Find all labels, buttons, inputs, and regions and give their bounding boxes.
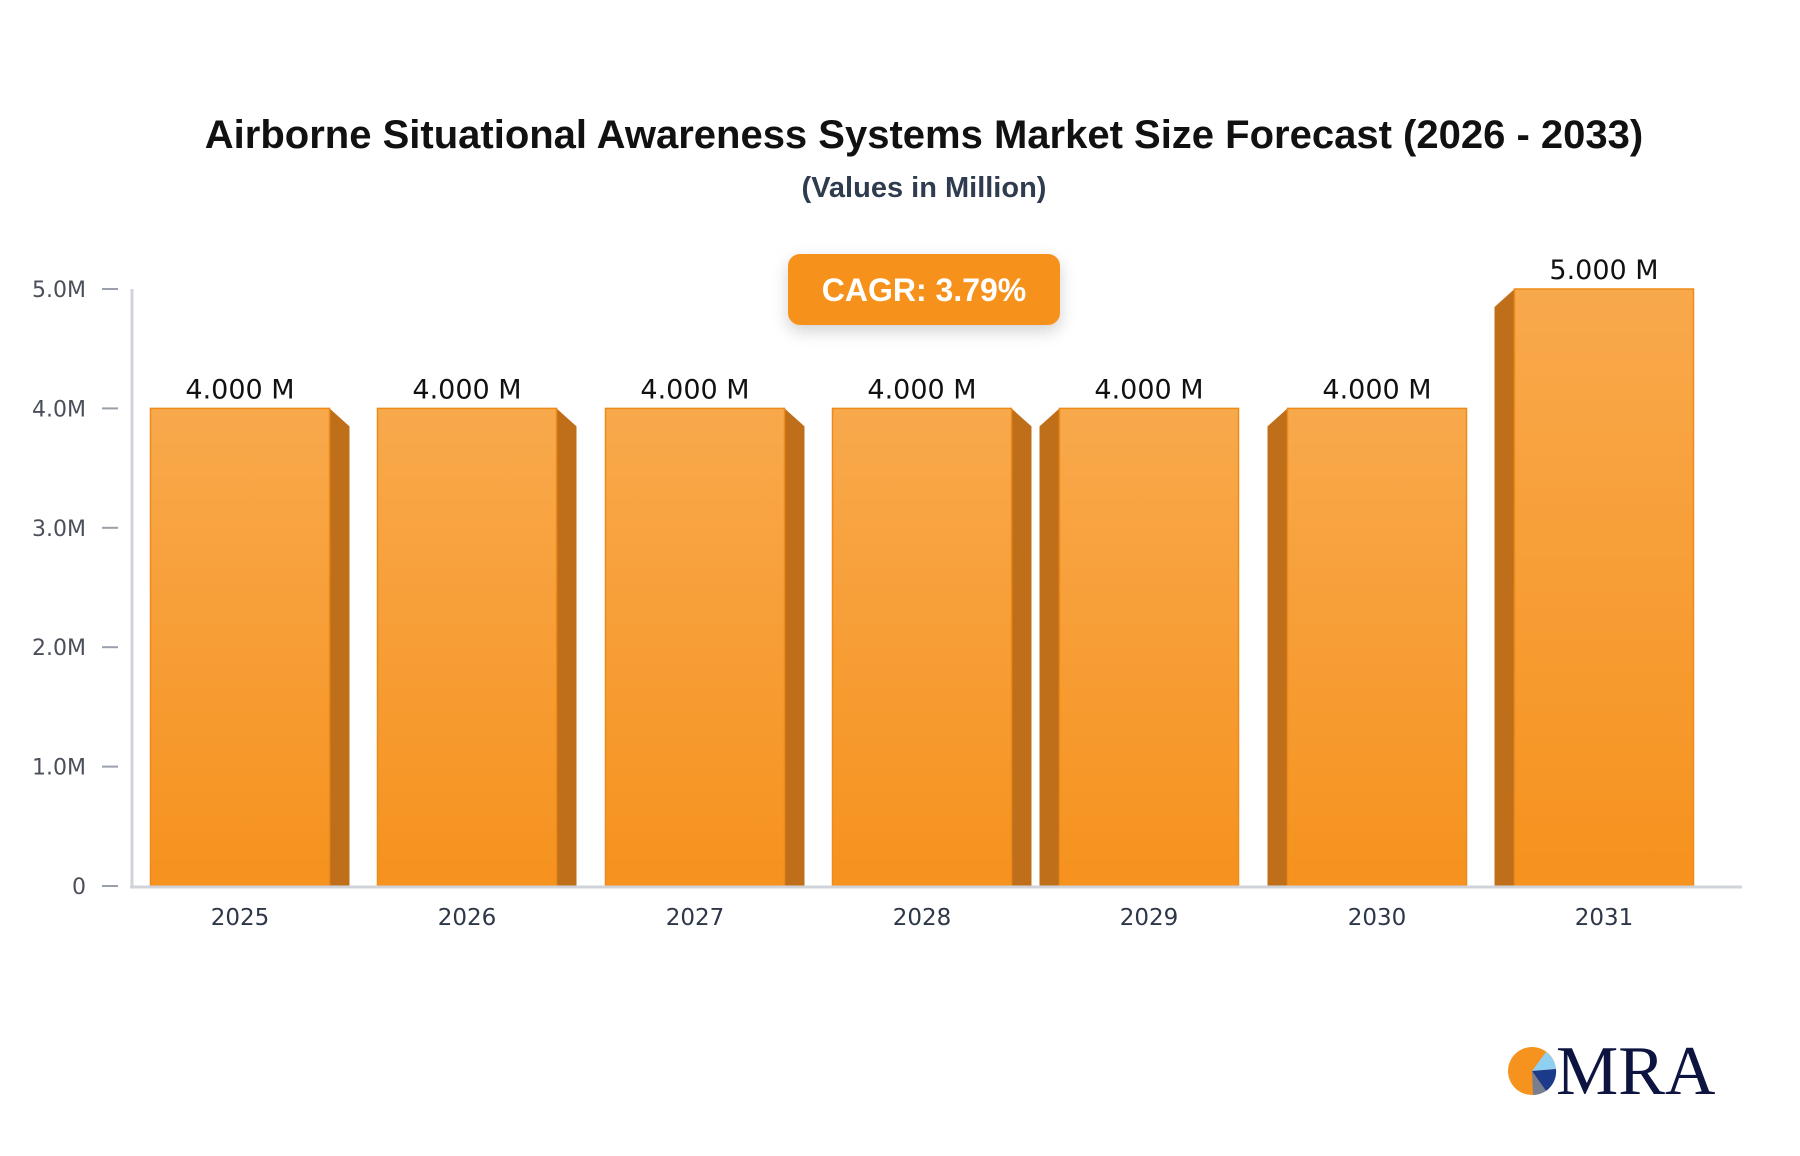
data-label: 4.000 M [412,374,521,405]
y-tick-label: 1.0M [32,756,86,781]
y-axis: 0 1.0M 2.0M 3.0M 4.0M 5.0M [32,278,134,900]
y-tick-label: 2.0M [32,636,86,661]
bar-2025: 4.000 M [149,374,350,887]
cagr-label: CAGR: 3.79% [822,272,1027,308]
bar-side [1039,408,1060,886]
bar-side [1011,408,1032,886]
data-label: 5.000 M [1549,255,1658,286]
logo-text: MRA [1556,1033,1716,1110]
x-tick-label: 2026 [438,905,497,931]
bar [1286,407,1468,887]
bar [1513,288,1695,887]
bar-side [1267,408,1288,886]
pie-logo-icon [1508,1047,1557,1095]
x-tick-label: 2029 [1120,905,1179,931]
chart-subtitle: (Values in Million) [802,172,1047,204]
mra-logo: MRA [1508,1033,1716,1110]
bar-side [329,408,350,886]
chart-title: Airborne Situational Awareness Systems M… [205,113,1643,157]
bar [1058,407,1240,887]
x-tick-label: 2025 [211,905,270,931]
x-tick-label: 2031 [1575,905,1634,931]
bar-side [1494,289,1515,886]
bars: 4.000 M 4.000 M 4.000 M 4.000 M 4.000 M 4.000… [149,255,1695,887]
y-tick-label: 4.0M [32,397,86,422]
bar-2028: 4.000 M [831,374,1032,887]
x-tick-label: 2028 [893,905,952,931]
x-tick-label: 2030 [1348,905,1407,931]
bar-side [556,408,577,886]
y-tick-label: 3.0M [32,517,86,542]
data-label: 4.000 M [640,374,749,405]
data-label: 4.000 M [1322,374,1431,405]
bar-2026: 4.000 M [376,374,577,887]
bar [149,407,331,887]
bar-side [784,408,805,886]
x-tick-label: 2027 [666,905,725,931]
bar [376,407,558,887]
bar-2030: 4.000 M [1267,374,1468,887]
bar-2029: 4.000 M [1039,374,1240,887]
data-label: 4.000 M [867,374,976,405]
bar [604,407,786,887]
y-tick-label: 0 [72,875,86,900]
bar-2027: 4.000 M [604,374,805,887]
data-label: 4.000 M [185,374,294,405]
y-tick-label: 5.0M [32,278,86,303]
cagr-badge: CAGR: 3.79% [788,254,1060,325]
bar-2031: 5.000 M [1494,255,1695,887]
data-label: 4.000 M [1094,374,1203,405]
bar [831,407,1013,887]
x-axis: 2025 2026 2027 2028 2029 2030 2031 [130,885,1742,931]
